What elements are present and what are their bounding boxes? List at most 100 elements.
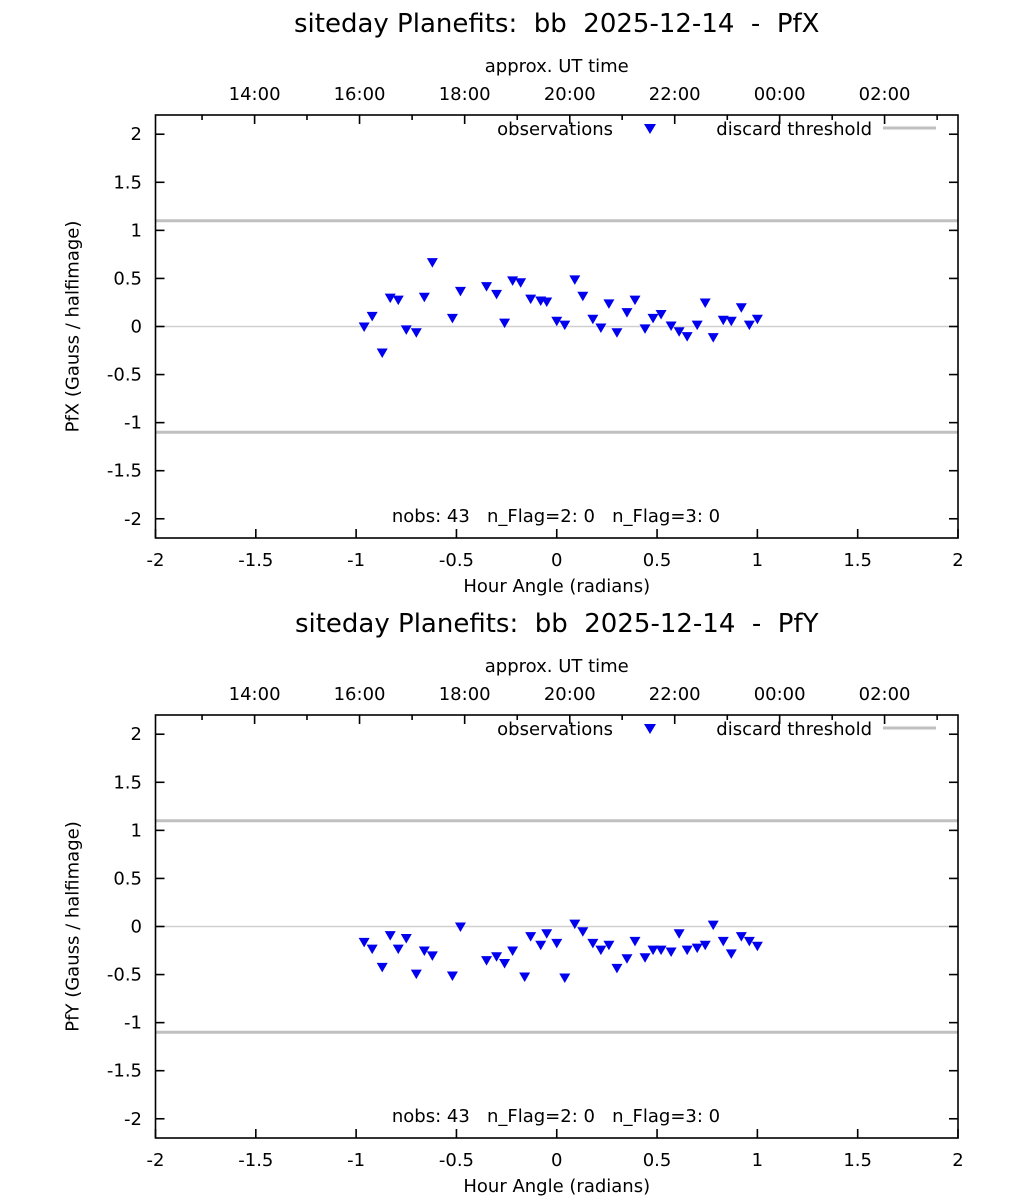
data-point (629, 936, 641, 947)
data-point (699, 298, 711, 308)
triangle-down-icon (644, 724, 656, 734)
data-point (499, 959, 511, 969)
y-tick-label: -2 (124, 1109, 142, 1130)
data-point (639, 324, 651, 334)
top-axis-ticks: 14:00 16:00 18:00 20:00 22:00 00:00 02:00 (201, 84, 938, 124)
data-point (491, 952, 503, 962)
data-point (707, 920, 719, 931)
data-point (587, 938, 599, 949)
top-tick-label: 16:00 (334, 84, 386, 105)
y-tick-label: 2 (131, 124, 142, 145)
data-point (426, 258, 438, 268)
top-tick-label: 16:00 (334, 684, 386, 705)
pfy-chart: siteday Planefits: bb 2025-12-14 - PfY a… (63, 609, 964, 1197)
x-tick-label: -0.5 (439, 1150, 474, 1171)
data-point (673, 929, 685, 939)
top-axis-ticks: 14:00 16:00 18:00 20:00 22:00 00:00 02:00 (201, 684, 938, 724)
y-tick-label: -1.5 (107, 461, 142, 482)
data-point (595, 945, 607, 956)
legend-observations-label: observations (497, 719, 613, 740)
data-point (384, 293, 396, 304)
top-tick-label: 02:00 (859, 84, 911, 105)
data-point (515, 278, 527, 288)
y-tick-label: 1 (131, 820, 142, 841)
top-axis-title: approx. UT time (485, 56, 629, 77)
top-tick-label: 18:00 (439, 84, 491, 105)
data-point (621, 308, 633, 318)
y-tick-label: -1 (124, 1013, 142, 1034)
legend-threshold-label: discard threshold (716, 719, 872, 740)
data-point (587, 314, 599, 325)
reference-lines (155, 219, 958, 434)
x-tick-label: 0 (551, 550, 562, 571)
data-point (559, 973, 571, 983)
data-point (454, 286, 466, 297)
x-tick-label: 1.5 (843, 550, 872, 571)
data-point (725, 316, 737, 327)
data-point (569, 275, 581, 285)
data-point (621, 954, 633, 964)
reference-lines (155, 819, 958, 1034)
data-point (366, 311, 378, 322)
x-axis-ticks: -2 -1.5 -1 -0.5 0 0.5 1 1.5 2 (147, 529, 964, 571)
x-tick-label: -2 (147, 1150, 165, 1171)
top-tick-label: 20:00 (544, 684, 596, 705)
y-tick-label: -1.5 (107, 1061, 142, 1082)
x-axis-title: Hour Angle (radians) (463, 1176, 650, 1197)
data-point (410, 328, 422, 338)
data-point (535, 940, 547, 951)
data-point (735, 932, 747, 942)
x-tick-label: -2 (147, 550, 165, 571)
x-tick-label: 0.5 (643, 550, 672, 571)
data-point (418, 946, 430, 957)
data-point (655, 945, 667, 956)
data-point (400, 934, 412, 944)
top-tick-label: 00:00 (754, 684, 806, 705)
data-point (499, 318, 511, 329)
data-point (569, 919, 581, 930)
top-tick-label: 20:00 (544, 84, 596, 105)
data-point (525, 294, 537, 305)
x-tick-label: 1 (752, 550, 763, 571)
y-axis-title: PfY (Gauss / halfimage) (63, 821, 84, 1031)
data-point (655, 310, 667, 320)
data-point (603, 940, 615, 951)
data-point (384, 931, 396, 941)
data-point (559, 320, 571, 331)
data-point (751, 941, 763, 952)
x-tick-label: 0.5 (643, 1150, 672, 1171)
y-tick-label: -0.5 (107, 365, 142, 386)
x-tick-label: 1 (752, 1150, 763, 1171)
triangle-down-icon (644, 124, 656, 134)
data-point (400, 325, 412, 335)
data-point (392, 295, 404, 306)
data-point (392, 944, 404, 955)
data-point (376, 962, 388, 973)
data-point (691, 943, 703, 954)
x-tick-label: -1 (347, 1150, 365, 1171)
data-point (681, 945, 693, 956)
top-tick-label: 22:00 (649, 84, 701, 105)
top-tick-label: 00:00 (754, 84, 806, 105)
x-tick-label: 0 (551, 1150, 562, 1171)
top-tick-label: 14:00 (229, 84, 281, 105)
x-tick-label: -0.5 (439, 550, 474, 571)
data-point (629, 295, 641, 306)
data-point (707, 333, 719, 343)
data-point (743, 936, 755, 947)
x-axis-title: Hour Angle (radians) (463, 576, 650, 597)
data-point (481, 956, 493, 966)
data-point (595, 323, 607, 333)
data-point (647, 945, 659, 956)
data-point (611, 963, 623, 974)
top-tick-label: 22:00 (649, 684, 701, 705)
data-point (418, 292, 430, 303)
data-point (639, 953, 651, 963)
data-point (410, 969, 422, 980)
data-point (519, 972, 531, 982)
chart-title: siteday Planefits: bb 2025-12-14 - PfY (295, 609, 819, 639)
data-point (717, 936, 729, 947)
data-point (551, 316, 563, 327)
nobs-annotation: nobs: 43 n_Flag=2: 0 n_Flag=3: 0 (392, 506, 720, 527)
